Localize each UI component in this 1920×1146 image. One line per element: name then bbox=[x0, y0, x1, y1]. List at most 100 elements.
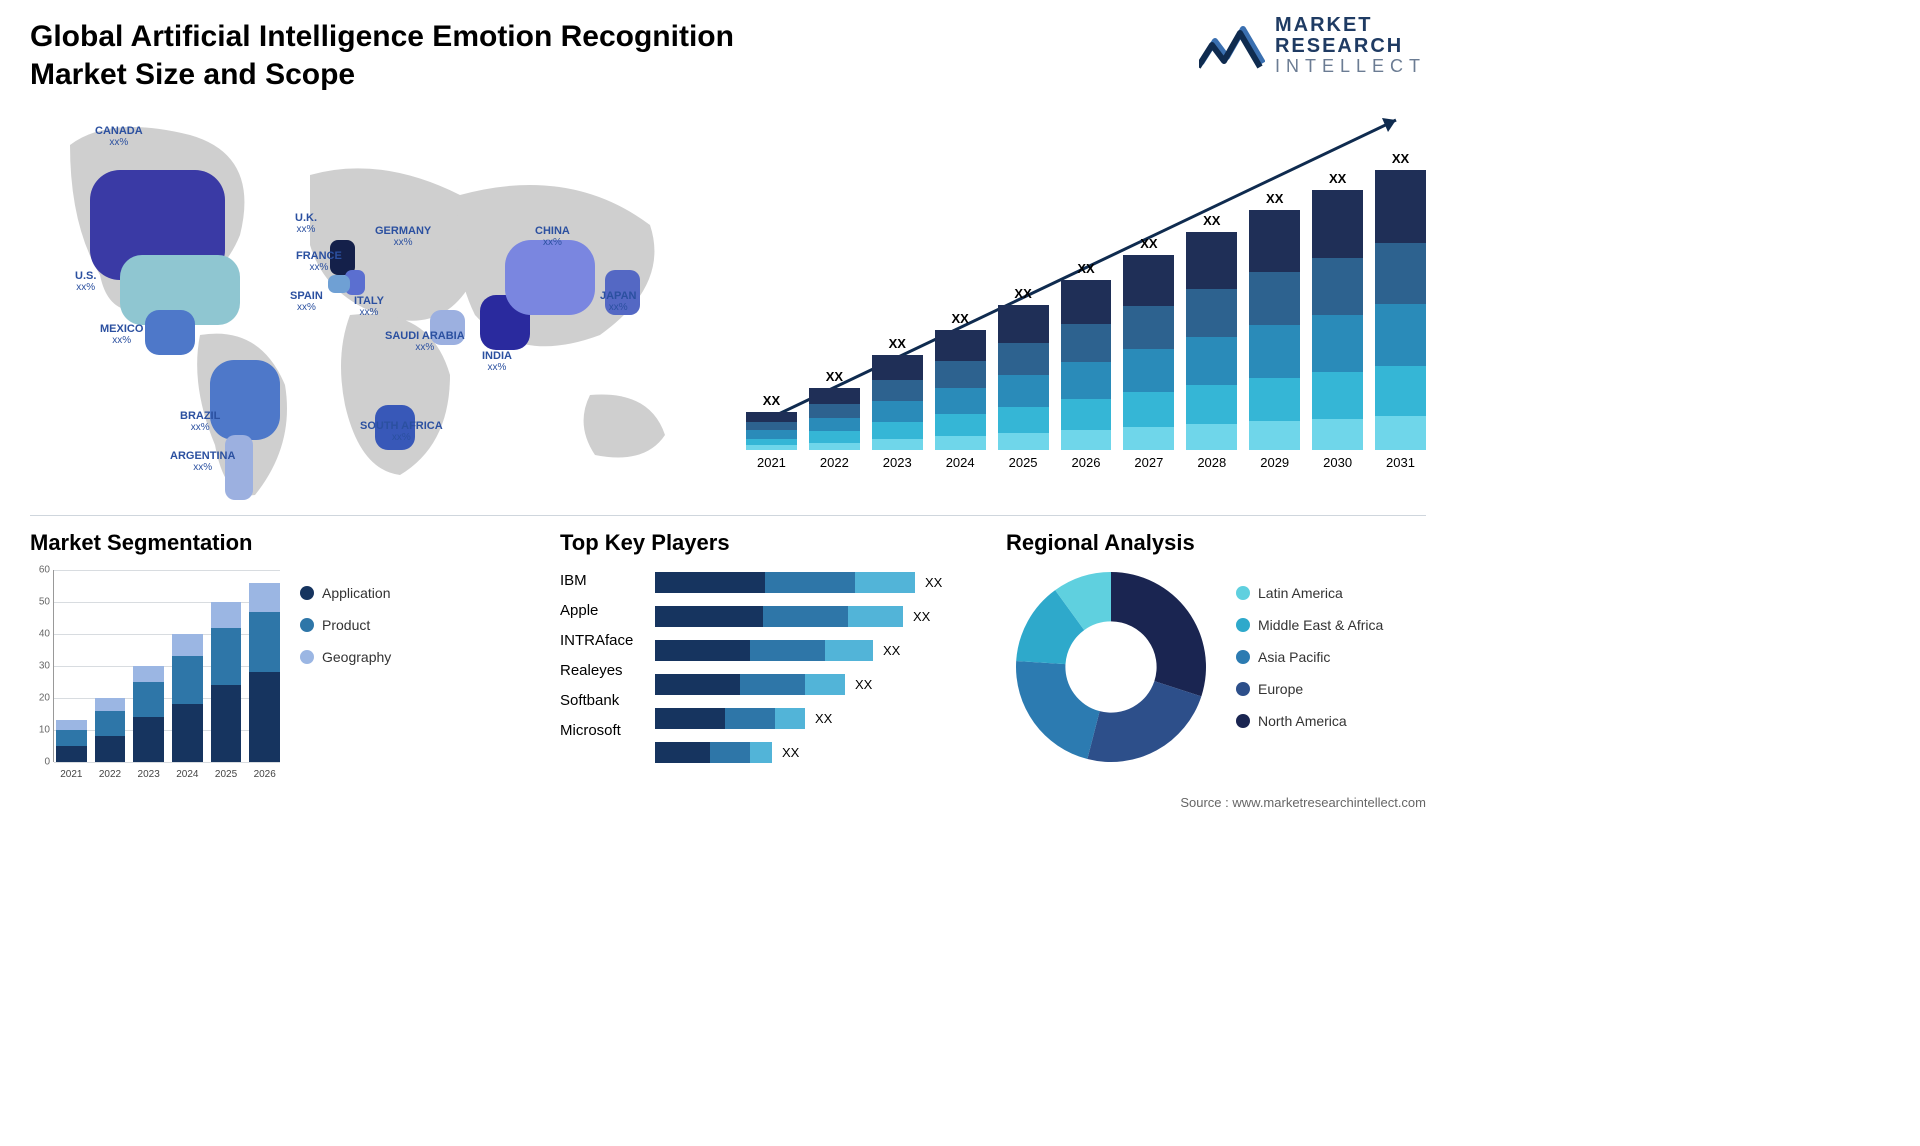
map-country-label: MEXICOxx% bbox=[100, 323, 143, 346]
growth-bar-segment bbox=[1375, 366, 1426, 416]
growth-bar-segment bbox=[872, 380, 923, 401]
donut-slice bbox=[1016, 661, 1100, 759]
growth-bar-segment bbox=[809, 443, 860, 450]
player-bar-segment bbox=[740, 674, 805, 695]
regional-section: Regional Analysis Latin AmericaMiddle Ea… bbox=[1006, 530, 1426, 780]
growth-year-label: 2021 bbox=[746, 455, 797, 470]
growth-year-label: 2031 bbox=[1375, 455, 1426, 470]
player-value: XX bbox=[883, 643, 900, 658]
logo-text: MARKET RESEARCH INTELLECT bbox=[1275, 15, 1426, 76]
growth-bar-value: XX bbox=[1140, 236, 1157, 251]
growth-bar-segment bbox=[872, 439, 923, 450]
growth-bar-segment bbox=[998, 433, 1049, 450]
player-bar-row: XX bbox=[655, 606, 980, 627]
player-value: XX bbox=[925, 575, 942, 590]
logo-line1: MARKET bbox=[1275, 15, 1426, 36]
growth-bar-value: XX bbox=[952, 311, 969, 326]
growth-bar: XX bbox=[935, 311, 986, 450]
map-country-shape bbox=[328, 275, 350, 293]
map-country-label: ARGENTINAxx% bbox=[170, 450, 235, 473]
seg-bar-segment bbox=[133, 682, 164, 717]
seg-bar-segment bbox=[249, 583, 280, 612]
growth-bar-value: XX bbox=[1203, 213, 1220, 228]
growth-bar-segment bbox=[935, 436, 986, 450]
player-value: XX bbox=[913, 609, 930, 624]
growth-bar-segment bbox=[872, 401, 923, 422]
growth-year-label: 2028 bbox=[1186, 455, 1237, 470]
growth-bar-value: XX bbox=[1392, 151, 1409, 166]
segmentation-section: Market Segmentation 0102030405060 202120… bbox=[30, 530, 450, 780]
seg-ytick: 40 bbox=[30, 629, 50, 640]
source-attribution: Source : www.marketresearchintellect.com bbox=[1180, 795, 1426, 810]
legend-swatch-icon bbox=[1236, 682, 1250, 696]
growth-bar-segment bbox=[1186, 289, 1237, 337]
growth-bar-segment bbox=[1312, 315, 1363, 372]
growth-bar: XX bbox=[1123, 236, 1174, 450]
region-legend-item: Asia Pacific bbox=[1236, 649, 1383, 665]
player-bar-row: XX bbox=[655, 640, 980, 661]
seg-bar-segment bbox=[172, 656, 203, 704]
growth-bar: XX bbox=[1249, 191, 1300, 450]
growth-bar-segment bbox=[998, 305, 1049, 343]
player-bar-segment bbox=[750, 742, 772, 763]
seg-bar-segment bbox=[95, 698, 126, 711]
player-bar-segment bbox=[775, 708, 805, 729]
seg-bar-segment bbox=[211, 628, 242, 686]
seg-ytick: 30 bbox=[30, 661, 50, 672]
growth-bar-segment bbox=[809, 388, 860, 404]
growth-bar: XX bbox=[1375, 151, 1426, 450]
map-country-label: GERMANYxx% bbox=[375, 225, 431, 248]
player-name: Softbank bbox=[560, 692, 655, 709]
seg-ytick: 20 bbox=[30, 693, 50, 704]
seg-ytick: 0 bbox=[30, 757, 50, 768]
map-country-label: SAUDI ARABIAxx% bbox=[385, 330, 465, 353]
legend-label: Asia Pacific bbox=[1258, 649, 1330, 665]
segmentation-title: Market Segmentation bbox=[30, 530, 450, 556]
growth-bar-segment bbox=[1312, 372, 1363, 419]
growth-year-label: 2030 bbox=[1312, 455, 1363, 470]
map-country-label: CANADAxx% bbox=[95, 125, 143, 148]
player-bar-segment bbox=[805, 674, 845, 695]
player-bar-segment bbox=[655, 708, 725, 729]
seg-bar bbox=[211, 602, 242, 762]
map-country-label: U.K.xx% bbox=[295, 212, 317, 235]
regional-title: Regional Analysis bbox=[1006, 530, 1426, 556]
player-bar-segment bbox=[825, 640, 873, 661]
legend-swatch-icon bbox=[1236, 586, 1250, 600]
growth-bar-segment bbox=[1249, 272, 1300, 325]
legend-label: North America bbox=[1258, 713, 1347, 729]
world-map: CANADAxx%U.S.xx%MEXICOxx%BRAZILxx%ARGENT… bbox=[30, 105, 690, 505]
growth-bar-segment bbox=[998, 375, 1049, 407]
growth-bar: XX bbox=[1061, 261, 1112, 450]
growth-bar-segment bbox=[1375, 170, 1426, 243]
map-country-label: SPAINxx% bbox=[290, 290, 323, 313]
region-legend-item: Europe bbox=[1236, 681, 1383, 697]
seg-bar-segment bbox=[249, 612, 280, 673]
players-section: Top Key Players IBMAppleINTRAfaceRealeye… bbox=[560, 530, 980, 780]
growth-bar-segment bbox=[809, 418, 860, 432]
logo-line3: INTELLECT bbox=[1275, 57, 1426, 76]
player-bar-segment bbox=[655, 640, 750, 661]
seg-bar-segment bbox=[172, 634, 203, 656]
growth-bar-segment bbox=[1123, 427, 1174, 450]
growth-year-label: 2023 bbox=[872, 455, 923, 470]
map-country-label: FRANCExx% bbox=[296, 250, 342, 273]
growth-bar-segment bbox=[1123, 392, 1174, 427]
map-country-label: BRAZILxx% bbox=[180, 410, 220, 433]
growth-bar-value: XX bbox=[1077, 261, 1094, 276]
growth-bar-segment bbox=[1061, 430, 1112, 450]
growth-bar-value: XX bbox=[1329, 171, 1346, 186]
growth-bar-segment bbox=[998, 407, 1049, 433]
player-bar-segment bbox=[655, 606, 763, 627]
seg-year-label: 2021 bbox=[56, 769, 87, 780]
legend-label: Europe bbox=[1258, 681, 1303, 697]
seg-bar bbox=[172, 634, 203, 762]
map-country-label: ITALYxx% bbox=[354, 295, 384, 318]
player-bar-segment bbox=[763, 606, 848, 627]
player-value: XX bbox=[782, 745, 799, 760]
seg-bar bbox=[133, 666, 164, 762]
seg-bar-segment bbox=[133, 666, 164, 682]
player-name: Apple bbox=[560, 602, 655, 619]
map-country-shape bbox=[210, 360, 280, 440]
seg-gridline bbox=[54, 762, 280, 763]
